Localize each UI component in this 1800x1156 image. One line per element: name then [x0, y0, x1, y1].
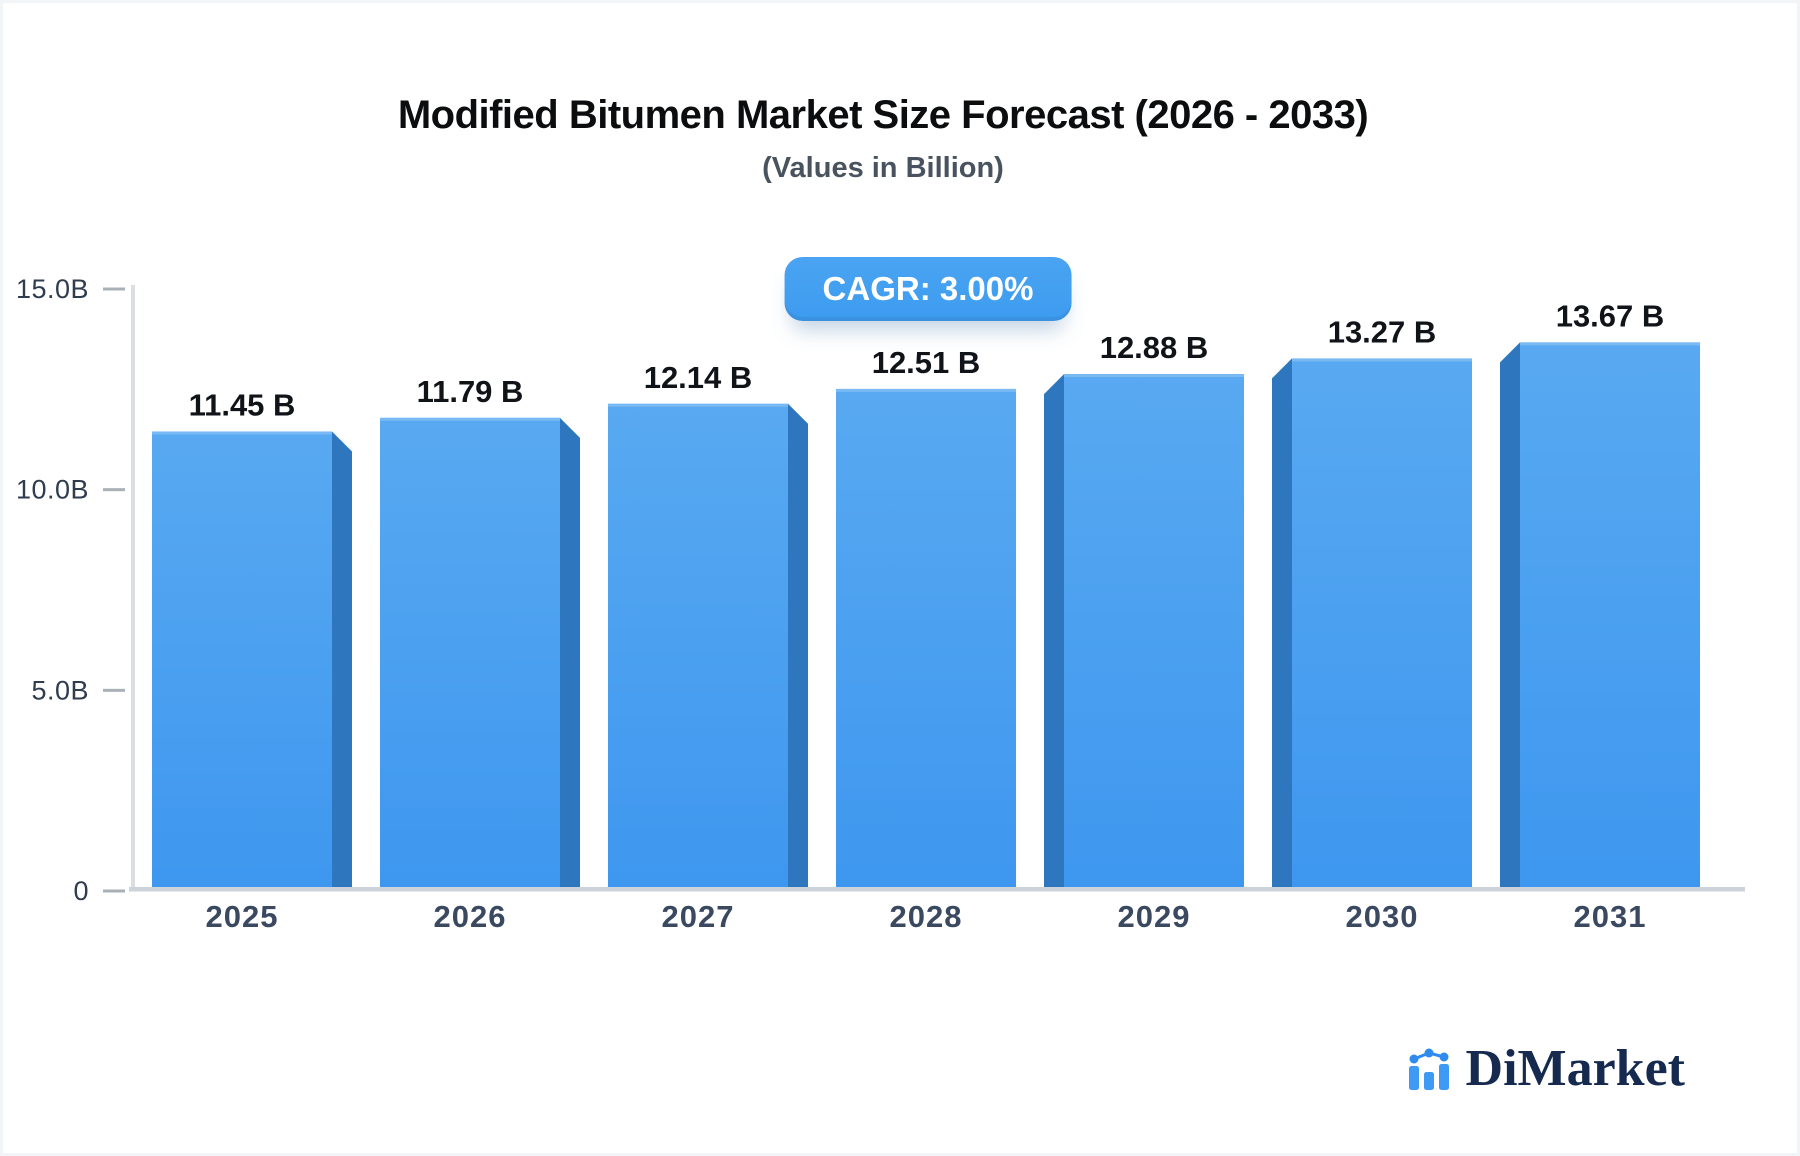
bar-side-2027: [788, 403, 808, 891]
value-label-2026: 11.79 B: [417, 374, 524, 409]
bar-top-edge-2026: [380, 417, 560, 421]
value-label-2031: 13.67 B: [1556, 298, 1665, 333]
bar-2027: [608, 403, 788, 891]
bar-side-2030: [1272, 358, 1292, 891]
x-tick-label-2026: 2026: [434, 899, 507, 934]
bar-2031: [1520, 342, 1700, 891]
bar-side-2031: [1500, 342, 1520, 891]
x-tick-label-2031: 2031: [1574, 899, 1647, 934]
value-label-2030: 13.27 B: [1328, 314, 1437, 349]
bar-top-edge-2027: [608, 403, 788, 407]
bar-2025: [152, 431, 332, 891]
y-tick-dash-10.0B: [103, 488, 125, 492]
x-tick-label-2029: 2029: [1118, 899, 1191, 934]
bar-side-2026: [560, 417, 580, 891]
cagr-badge: CAGR: 3.00%: [784, 257, 1072, 321]
value-label-2025: 11.45 B: [189, 387, 296, 422]
bar-2030: [1292, 358, 1472, 891]
bar-2029: [1064, 374, 1244, 892]
chart-subtitle: (Values in Billion): [762, 152, 1004, 184]
chart-title: Modified Bitumen Market Size Forecast (2…: [397, 93, 1369, 137]
y-tick-label-5.0B: 5.0B: [31, 675, 89, 705]
chart-header: Modified Bitumen Market Size Forecast (2…: [3, 93, 1763, 185]
y-tick-dash-15.0B: [103, 287, 125, 291]
y-tick-dash-5.0B: [103, 688, 125, 692]
value-label-2028: 12.51 B: [872, 345, 981, 380]
y-tick-label-10.0B: 10.0B: [16, 475, 89, 505]
bar-top-edge-2030: [1292, 358, 1472, 362]
x-tick-label-2030: 2030: [1346, 899, 1419, 934]
bar-chart: 0 5.0B 10.0B 15.0B 11.45 B 2025 11.79 B 2026 12.…: [16, 274, 1745, 934]
value-label-2029: 12.88 B: [1100, 330, 1209, 365]
y-tick-label-0: 0: [73, 876, 89, 906]
x-tick-label-2027: 2027: [662, 899, 735, 934]
y-axis-line: [131, 285, 135, 891]
x-tick-label-2025: 2025: [206, 899, 279, 934]
x-axis-line: [129, 887, 1745, 892]
bar-top-edge-2031: [1520, 342, 1700, 346]
brand-logo: DiMarket: [1406, 1043, 1685, 1095]
x-tick-label-2028: 2028: [890, 899, 963, 934]
value-label-2027: 12.14 B: [644, 360, 753, 395]
bar-top-edge-2029: [1064, 374, 1244, 378]
y-tick-label-15.0B: 15.0B: [16, 274, 89, 304]
brand-logo-text: DiMarket: [1465, 1040, 1685, 1097]
bar-side-2029: [1044, 374, 1064, 892]
bar-2026: [380, 417, 560, 891]
bar-top-edge-2028: [836, 388, 1016, 392]
bar-top-edge-2025: [152, 431, 332, 435]
y-tick-dash-0: [103, 889, 125, 893]
bar-side-2025: [332, 431, 352, 891]
bar-chart-trend-logo-icon: [1408, 1048, 1449, 1090]
bar-2028: [836, 388, 1016, 891]
